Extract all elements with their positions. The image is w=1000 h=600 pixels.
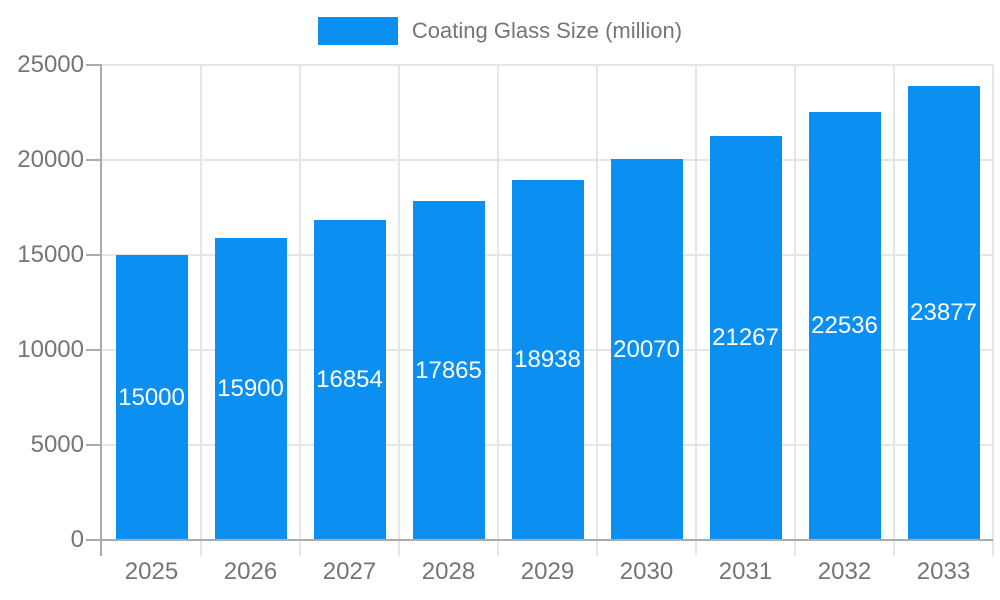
bar-value-label: 22536 [811, 312, 878, 339]
y-axis-tick [86, 349, 102, 351]
legend-label: Coating Glass Size (million) [411, 18, 683, 43]
y-axis-label: 25000 [17, 51, 84, 78]
y-axis-label: 0 [70, 526, 84, 553]
gridline-horizontal [102, 64, 993, 66]
bar-value-label: 16854 [316, 366, 383, 393]
bar [809, 112, 881, 540]
gridline-vertical [794, 65, 796, 556]
bar-value-label: 18938 [514, 346, 581, 373]
bar [413, 201, 485, 540]
bar [512, 180, 584, 540]
y-axis-label: 10000 [17, 336, 84, 363]
x-axis-label: 2029 [520, 558, 575, 585]
y-axis-tick [86, 254, 102, 256]
x-axis-label: 2033 [916, 558, 971, 585]
x-axis-label: 2027 [322, 558, 377, 585]
x-axis-label: 2026 [223, 558, 278, 585]
gridline-vertical [299, 65, 301, 556]
gridline-vertical [497, 65, 499, 556]
y-axis-label: 15000 [17, 241, 84, 268]
gridline-vertical [596, 65, 598, 556]
bar [116, 255, 188, 540]
y-axis-line [100, 65, 102, 556]
gridline-vertical [200, 65, 202, 556]
legend-swatch [317, 17, 398, 45]
x-axis-label: 2028 [421, 558, 476, 585]
bar [710, 136, 782, 540]
legend: Coating Glass Size (million) [0, 14, 1000, 48]
bar-value-label: 17865 [415, 356, 482, 384]
gridline-vertical [695, 65, 697, 556]
y-axis-tick [86, 159, 102, 161]
x-axis-label: 2032 [817, 558, 872, 585]
x-axis-line [102, 539, 993, 541]
bar [908, 86, 980, 540]
gridline-vertical [992, 65, 994, 556]
gridline-horizontal [102, 159, 993, 161]
bar-value-label: 15900 [217, 375, 284, 402]
bar-value-label: 15000 [118, 383, 185, 411]
gridline-vertical [398, 65, 400, 556]
y-axis-tick [86, 64, 102, 66]
bar-value-label: 21267 [712, 324, 779, 351]
y-axis-tick [86, 539, 102, 541]
y-axis-label: 5000 [30, 431, 84, 458]
x-axis-label: 2030 [619, 558, 674, 585]
y-axis-tick [86, 444, 102, 446]
bar-value-label: 23877 [910, 299, 977, 326]
bar [314, 220, 386, 540]
bar [215, 238, 287, 540]
x-axis-label: 2025 [124, 558, 179, 585]
gridline-vertical [893, 65, 895, 556]
x-axis-label: 2031 [718, 558, 773, 585]
bar-value-label: 20070 [613, 335, 680, 363]
bar [611, 159, 683, 540]
y-axis-label: 20000 [17, 146, 84, 173]
